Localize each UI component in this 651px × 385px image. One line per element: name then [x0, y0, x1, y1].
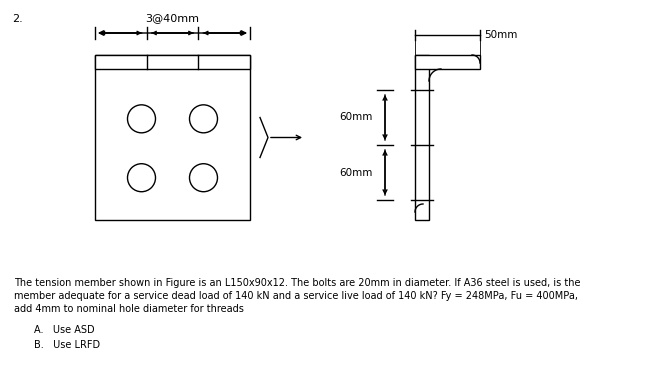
Bar: [415, 55, 480, 69]
Text: member adequate for a service dead load of 140 kN and a service live load of 140: member adequate for a service dead load …: [14, 291, 578, 301]
Text: The tension member shown in Figure is an L150x90x12. The bolts are 20mm in diame: The tension member shown in Figure is an…: [14, 278, 581, 288]
Text: 50mm: 50mm: [484, 30, 518, 40]
Text: B.   Use LRFD: B. Use LRFD: [34, 340, 100, 350]
Text: A.   Use ASD: A. Use ASD: [34, 325, 94, 335]
Text: add 4mm to nominal hole diameter for threads: add 4mm to nominal hole diameter for thr…: [14, 304, 244, 314]
Text: 60mm: 60mm: [340, 167, 373, 177]
Bar: [95, 55, 250, 69]
Text: 3@40mm: 3@40mm: [146, 13, 199, 23]
Bar: [415, 55, 429, 220]
Text: 60mm: 60mm: [340, 112, 373, 122]
Text: 2.: 2.: [12, 14, 23, 24]
Bar: [95, 55, 250, 220]
